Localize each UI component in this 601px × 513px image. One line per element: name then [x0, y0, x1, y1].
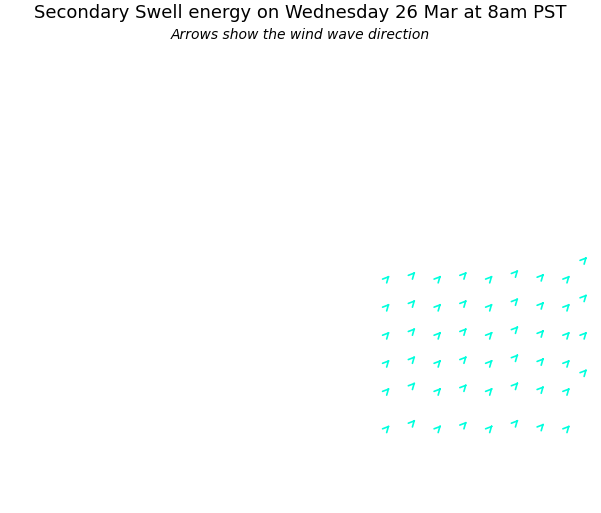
Text: Arrows show the wind wave direction: Arrows show the wind wave direction — [171, 28, 430, 42]
Text: Secondary Swell energy on Wednesday 26 Mar at 8am PST: Secondary Swell energy on Wednesday 26 M… — [34, 4, 567, 22]
